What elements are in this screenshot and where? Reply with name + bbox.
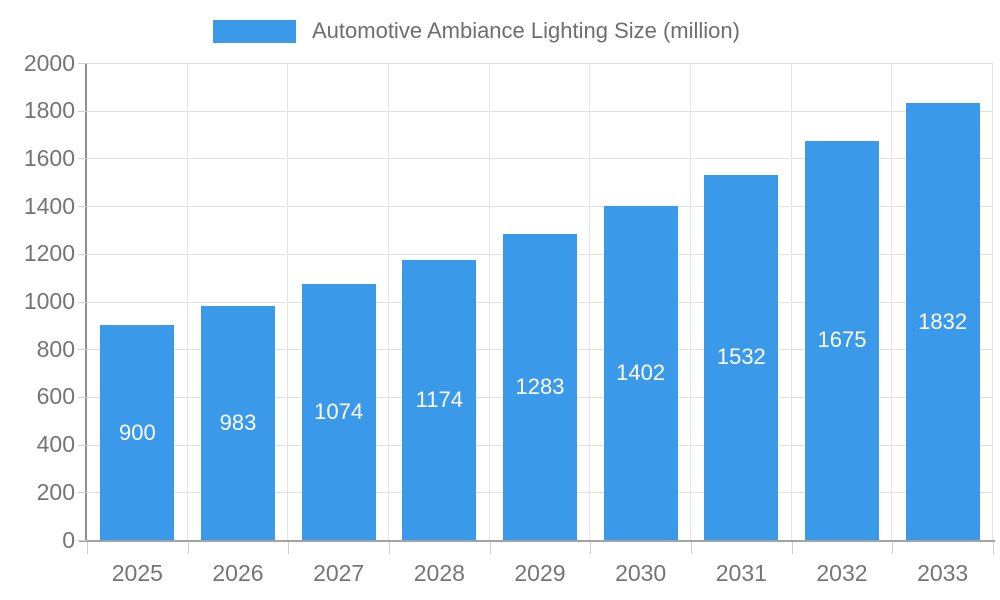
y-axis-label: 1800: [23, 97, 75, 124]
y-axis-label: 1400: [23, 192, 75, 219]
gridline-vertical: [690, 63, 691, 540]
bar-value-label: 1675: [817, 327, 867, 353]
gridline-horizontal: [87, 206, 993, 208]
gridline-horizontal: [87, 110, 993, 112]
bar-value-label: 1074: [314, 398, 364, 424]
y-axis-tick: [78, 63, 87, 64]
bar-2029[interactable]: 1283: [503, 234, 577, 540]
y-axis-tick: [78, 396, 87, 398]
y-axis-tick: [78, 540, 87, 541]
y-axis-label: 1600: [23, 144, 75, 171]
gridline-vertical: [891, 63, 893, 540]
x-axis-label: 2029: [514, 560, 566, 586]
bar-2027[interactable]: 1074: [301, 283, 376, 540]
x-axis-tick: [489, 542, 491, 554]
bar-2026[interactable]: 983: [201, 305, 275, 540]
x-axis-tick: [288, 542, 290, 554]
y-axis-tick: [78, 301, 87, 303]
x-axis-label: 2025: [111, 560, 163, 586]
y-axis-label: 200: [36, 478, 75, 505]
y-axis-tick: [78, 110, 87, 112]
bar-2031[interactable]: 1532: [704, 174, 779, 540]
bar-value-label: 1832: [918, 308, 968, 334]
gridline-vertical: [992, 63, 993, 540]
x-axis-tick: [187, 542, 189, 554]
y-axis-label: 400: [36, 431, 75, 458]
y-axis-tick: [78, 492, 87, 494]
legend-label: Automotive Ambiance Lighting Size (milli…: [312, 18, 740, 43]
x-axis-tick: [590, 542, 592, 554]
gridline-vertical: [488, 63, 490, 540]
x-axis-label: 2031: [715, 560, 767, 586]
bar-2033[interactable]: 1832: [905, 103, 980, 540]
bar-value-label: 900: [118, 419, 156, 445]
bar-value-label: 1283: [515, 373, 565, 399]
y-axis-label: 600: [36, 383, 75, 410]
gridline-vertical: [790, 63, 792, 540]
y-axis-tick: [78, 349, 87, 351]
y-axis-tick: [78, 253, 87, 255]
x-axis-label: 2030: [615, 560, 667, 586]
x-axis-tick: [892, 542, 894, 554]
x-axis-tick: [691, 542, 692, 554]
bar-value-label: 1402: [616, 359, 666, 385]
bar-value-label: 1174: [415, 386, 463, 412]
y-axis-label: 1000: [23, 288, 75, 314]
bar-2025[interactable]: 900: [100, 325, 175, 540]
x-axis-tick: [993, 542, 994, 554]
y-axis-label: 2000: [23, 49, 75, 76]
x-axis-label: 2033: [917, 560, 969, 586]
bar-value-label: 1532: [716, 344, 766, 370]
gridline-vertical: [589, 63, 591, 540]
y-axis-label: 1200: [23, 240, 75, 267]
gridline-vertical: [388, 63, 389, 540]
x-axis-label: 2026: [212, 560, 264, 586]
x-axis-tick: [87, 542, 88, 554]
legend-item[interactable]: Automotive Ambiance Lighting Size (milli…: [213, 18, 740, 44]
bar-2032[interactable]: 1675: [805, 140, 879, 540]
bar-2028[interactable]: 1174: [402, 260, 477, 540]
gridline-horizontal: [87, 158, 993, 160]
y-axis-tick: [78, 444, 87, 446]
y-axis-tick: [78, 206, 87, 208]
gridline-vertical: [186, 63, 188, 540]
y-axis-tick: [78, 158, 87, 160]
x-axis-label: 2028: [413, 560, 465, 586]
x-axis-label: 2032: [816, 560, 868, 586]
y-axis-label: 0: [62, 526, 75, 553]
y-axis-label: 800: [36, 335, 75, 362]
x-axis-tick: [791, 542, 793, 554]
bar-2030[interactable]: 1402: [603, 205, 678, 540]
gridline-horizontal: [87, 63, 993, 64]
bar-value-label: 983: [219, 409, 257, 435]
legend-swatch: [213, 19, 296, 43]
x-axis-label: 2027: [313, 560, 365, 586]
x-axis-tick: [389, 542, 390, 554]
gridline-vertical: [287, 63, 289, 540]
x-axis-line: [79, 540, 995, 542]
